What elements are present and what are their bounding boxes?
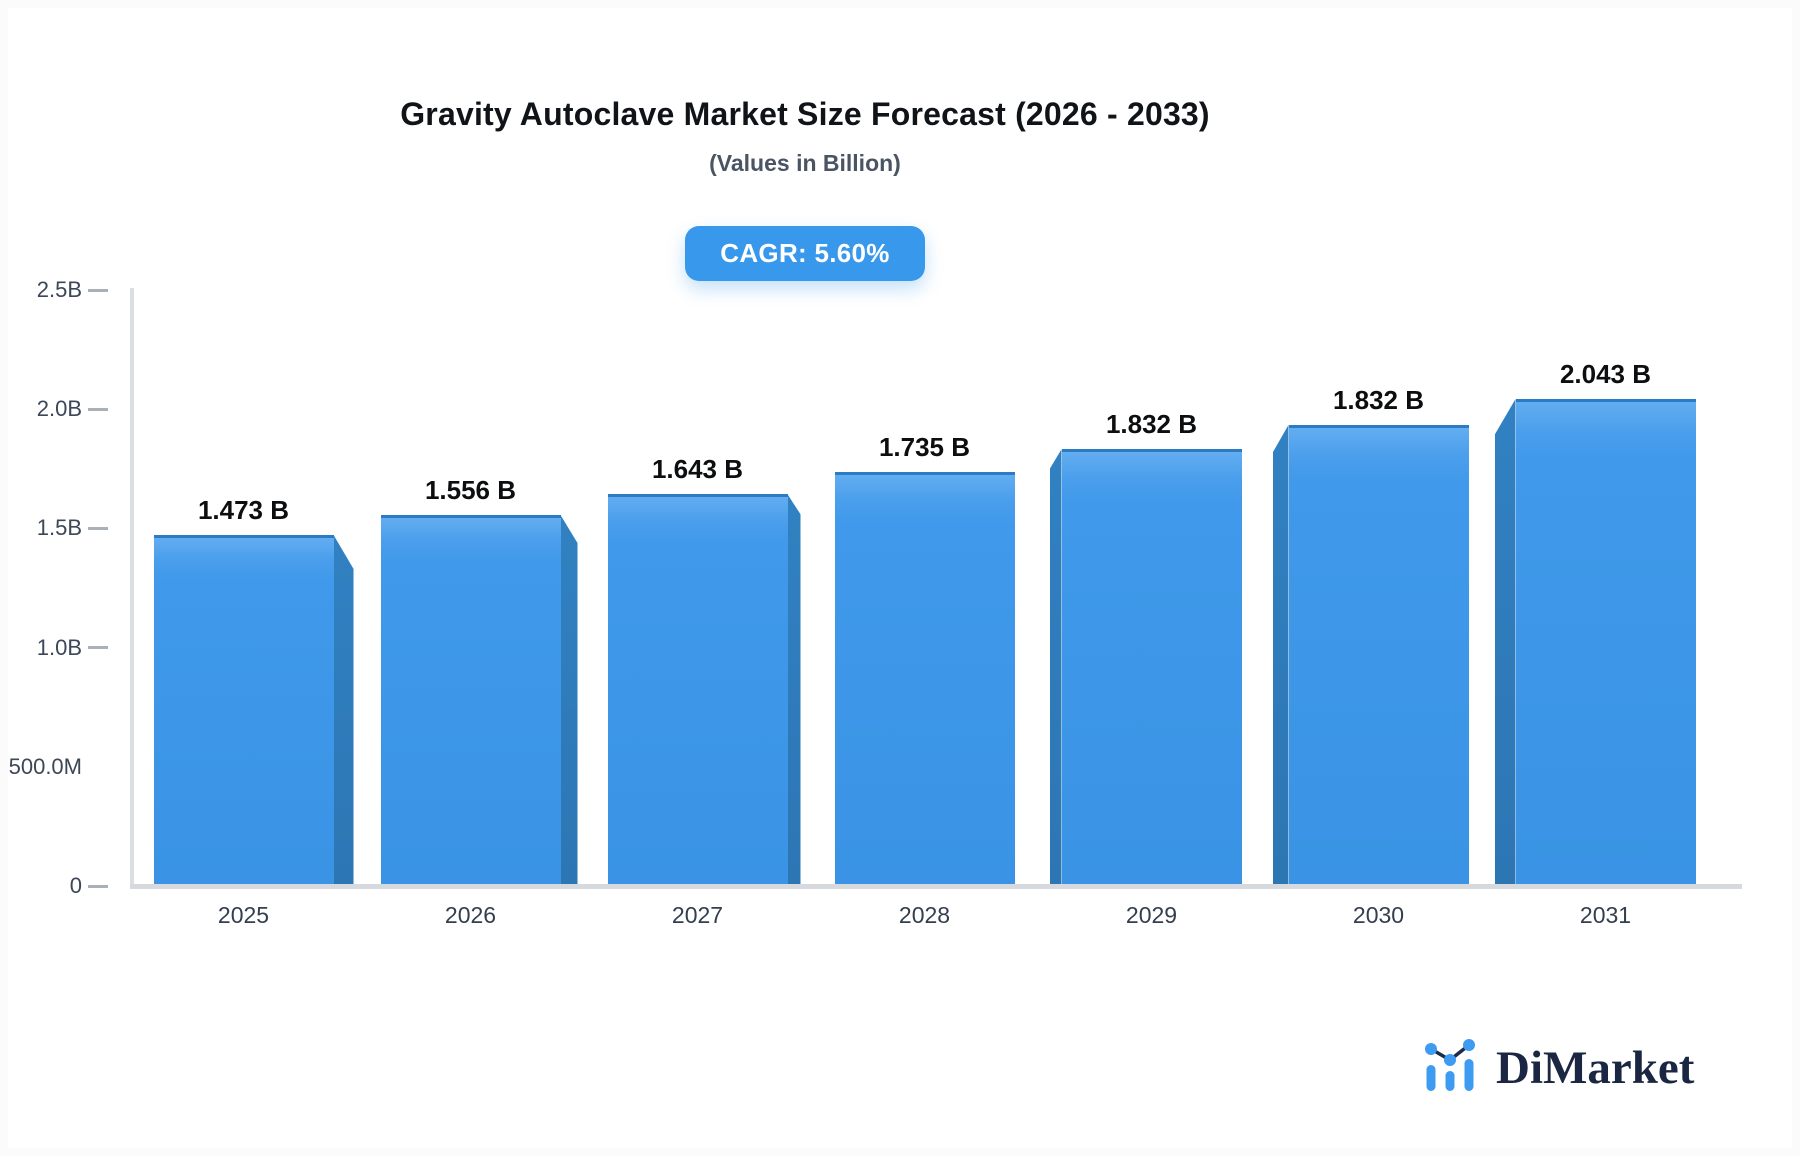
chart-title: Gravity Autoclave Market Size Forecast (… <box>400 96 1210 132</box>
x-axis-baseline <box>130 884 1742 889</box>
x-axis-label: 2030 <box>1352 902 1405 928</box>
bar-3d-side-face <box>333 534 354 884</box>
x-axis-label: 2025 <box>217 902 270 928</box>
y-axis-tick-dash <box>88 288 108 292</box>
bar-2029[interactable] <box>1061 449 1242 884</box>
bar-2027[interactable] <box>607 494 788 884</box>
bar-value-label: 1.735 B <box>878 432 971 463</box>
x-axis-label: 2027 <box>671 902 724 928</box>
x-axis-label: 2031 <box>1579 902 1632 928</box>
bar-2030[interactable] <box>1288 424 1469 884</box>
y-axis-tick-label: 0 <box>69 873 82 898</box>
y-axis-tick-dash <box>88 407 108 411</box>
y-axis-line <box>130 288 134 886</box>
bar-3d-side-face <box>560 515 578 884</box>
cagr-badge-label: CAGR: 5.60% <box>720 238 890 268</box>
bar-2031[interactable] <box>1515 398 1696 884</box>
dimarket-logo-icon <box>1425 1039 1475 1091</box>
bar-value-label: 1.473 B <box>197 494 290 525</box>
y-axis-tick-label: 1.0B <box>36 634 82 660</box>
bar-2026[interactable] <box>380 515 561 884</box>
bar-value-label: 2.043 B <box>1559 358 1652 389</box>
bar-2028[interactable] <box>834 472 1015 884</box>
bar-value-label: 1.556 B <box>424 475 517 506</box>
y-axis-tick-label: 1.5B <box>36 515 82 541</box>
bar-value-label: 1.643 B <box>651 454 744 485</box>
bar-3d-side-face <box>1272 424 1289 884</box>
bar-2025[interactable] <box>153 534 334 884</box>
y-axis-tick-label: 2.0B <box>36 396 82 422</box>
x-axis-label: 2026 <box>444 902 497 928</box>
x-axis-label: 2029 <box>1125 902 1178 928</box>
y-axis-tick-label: 2.5B <box>36 277 82 302</box>
cagr-badge: CAGR: 5.60% <box>685 226 925 281</box>
bar-3d-side-face <box>787 494 801 884</box>
y-axis-tick-dash <box>88 646 108 650</box>
bar-3d-side-face <box>1494 398 1516 884</box>
bar-value-label: 1.832 B <box>1105 409 1198 440</box>
brand-logo: DiMarket <box>1420 1036 1694 1098</box>
bar-value-label: 1.832 B <box>1332 384 1425 415</box>
dimarket-logo-text: DiMarket <box>1496 1042 1695 1094</box>
y-axis-tick-dash <box>88 884 108 888</box>
y-axis-tick-label: 500.0M <box>8 753 82 779</box>
bar-3d-side-face <box>1049 449 1062 884</box>
y-axis-tick-dash <box>88 526 108 530</box>
chart-subtitle: (Values in Billion) <box>709 150 901 176</box>
x-axis-label: 2028 <box>898 902 951 928</box>
